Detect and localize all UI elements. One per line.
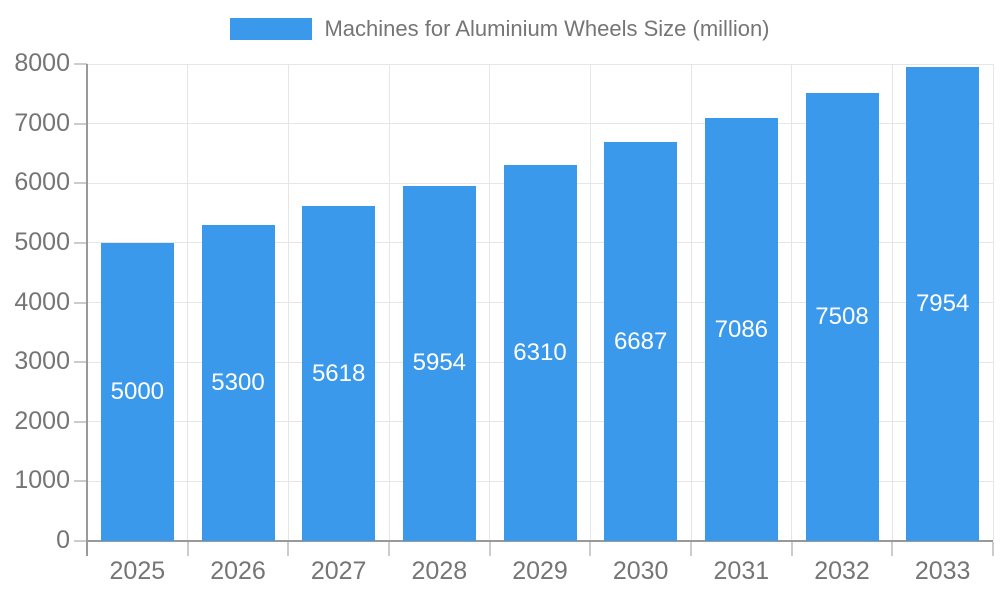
x-axis-label: 2027 <box>310 557 367 585</box>
bar-value-label: 5000 <box>110 377 165 405</box>
gridline-horizontal <box>87 123 993 125</box>
bar-value-label: 5954 <box>412 349 467 377</box>
y-axis-tick <box>74 122 87 125</box>
gridline-vertical <box>388 64 390 541</box>
x-axis-tick <box>287 542 290 556</box>
y-axis-label: 4000 <box>14 287 70 316</box>
x-axis-line <box>87 540 993 542</box>
x-axis-tick <box>589 542 592 556</box>
y-axis-label: 6000 <box>14 168 70 197</box>
x-axis-label: 2030 <box>612 557 669 585</box>
x-axis-tick <box>388 542 390 556</box>
x-axis-tick <box>186 542 189 556</box>
bar-value-label: 7086 <box>714 315 769 343</box>
y-axis-tick <box>74 540 87 542</box>
y-axis-label: 0 <box>56 526 70 554</box>
y-axis-tick <box>74 182 87 185</box>
x-axis-label: 2029 <box>512 557 568 585</box>
x-axis-tick <box>891 542 894 556</box>
gridline-vertical <box>891 64 893 541</box>
y-axis-tick <box>74 420 87 423</box>
x-axis-label: 2025 <box>109 557 166 585</box>
x-axis-label: 2026 <box>210 557 266 585</box>
gridline-vertical <box>489 64 491 541</box>
x-axis-label: 2033 <box>914 557 971 585</box>
bar-value-label: 5300 <box>211 368 265 396</box>
x-axis-label: 2032 <box>814 557 870 585</box>
x-axis-label: 2028 <box>411 557 468 585</box>
bar-value-label: 6687 <box>613 327 668 355</box>
gridline-vertical <box>589 64 591 541</box>
bar-value-label: 5618 <box>311 359 366 387</box>
gridline-vertical <box>690 64 692 541</box>
bar-value-label: 7508 <box>815 303 869 331</box>
bar[interactable]: 7086 <box>704 118 778 541</box>
y-axis-line <box>86 64 88 556</box>
x-axis-label: 2031 <box>713 557 770 585</box>
bar[interactable]: 6310 <box>503 164 577 541</box>
y-axis-label: 2000 <box>14 406 70 435</box>
y-axis-tick <box>74 63 87 65</box>
x-axis-tick <box>992 542 994 556</box>
y-axis-tick <box>74 241 87 244</box>
x-axis-tick <box>488 542 491 556</box>
y-axis-tick <box>74 361 87 364</box>
gridline-vertical <box>791 64 793 541</box>
y-axis-tick <box>74 301 87 304</box>
gridline-horizontal <box>87 63 993 65</box>
gridline-vertical <box>287 64 289 541</box>
bar[interactable]: 6687 <box>604 142 678 541</box>
x-axis-tick <box>790 542 793 556</box>
bar[interactable]: 5618 <box>302 206 376 541</box>
legend-label: Machines for Aluminium Wheels Size (mill… <box>324 16 770 41</box>
bar[interactable]: 7954 <box>906 66 980 541</box>
gridline-vertical <box>992 64 994 541</box>
y-axis-label: 8000 <box>14 49 70 77</box>
bar-value-label: 7954 <box>915 289 970 317</box>
bar[interactable]: 5954 <box>402 185 476 541</box>
y-axis-label: 5000 <box>14 227 70 256</box>
gridline-vertical <box>187 64 189 541</box>
legend-swatch[interactable] <box>230 18 313 40</box>
bar-value-label: 6310 <box>513 338 567 366</box>
bar[interactable]: 7508 <box>805 93 879 541</box>
bar[interactable]: 5300 <box>201 224 275 541</box>
legend[interactable]: Machines for Aluminium Wheels Size (mill… <box>0 15 1000 43</box>
y-axis-label: 3000 <box>14 347 70 376</box>
y-axis-tick <box>74 480 87 483</box>
y-axis-label: 7000 <box>14 108 70 137</box>
x-axis-tick <box>690 542 692 556</box>
y-axis-label: 1000 <box>14 466 70 495</box>
bar[interactable]: 5000 <box>100 242 174 541</box>
